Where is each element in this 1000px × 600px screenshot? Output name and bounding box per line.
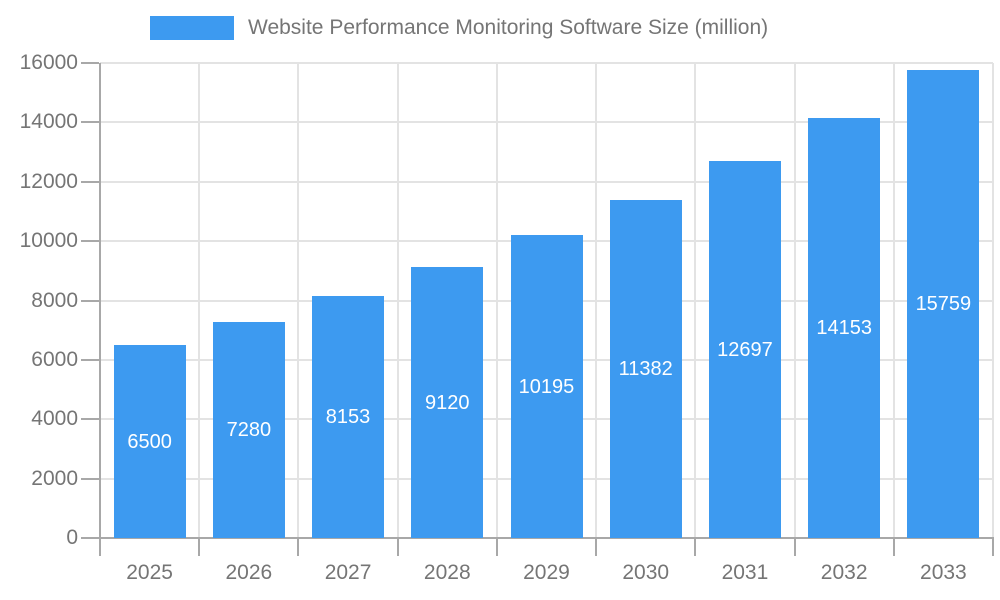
y-axis-tick [81, 180, 99, 183]
x-axis-tick-label: 2025 [126, 561, 173, 584]
x-axis-tick-label: 2028 [423, 561, 471, 584]
h-gridline [100, 62, 993, 64]
x-axis-tick [396, 538, 399, 556]
y-axis-tick-label: 4000 [31, 407, 78, 431]
x-axis-tick [198, 538, 201, 556]
x-axis-line [99, 537, 994, 539]
y-axis-tick-label: 16000 [19, 51, 78, 74]
y-axis-tick-label: 0 [66, 526, 78, 549]
x-axis-tick-label: 2026 [225, 561, 273, 584]
y-axis-tick [81, 62, 99, 64]
bar-2027[interactable] [312, 295, 385, 538]
h-gridline [100, 121, 993, 124]
y-axis-tick [81, 121, 99, 124]
bar-2030[interactable] [609, 200, 682, 538]
legend-item[interactable]: Website Performance Monitoring Software … [150, 16, 768, 40]
bar-2032[interactable] [808, 117, 881, 538]
x-axis-tick-label: 2030 [622, 561, 670, 584]
x-axis-tick [99, 538, 101, 556]
x-axis-tick-label: 2031 [721, 561, 769, 584]
bar-value-label: 11382 [618, 358, 673, 381]
bar-2028[interactable] [411, 267, 484, 538]
h-gridline [100, 180, 993, 183]
x-axis-tick [892, 538, 895, 556]
bar-2025[interactable] [113, 345, 186, 538]
bar-value-label: 9120 [425, 391, 470, 414]
x-axis-tick-label: 2032 [820, 561, 868, 584]
x-axis-tick-label: 2033 [920, 561, 967, 584]
bar-value-label: 10195 [518, 375, 575, 398]
bar-2029[interactable] [510, 235, 583, 538]
x-axis-tick [992, 538, 994, 556]
y-axis-tick-label: 2000 [31, 466, 78, 490]
y-axis-tick [81, 358, 99, 361]
y-axis-tick-label: 6000 [31, 347, 78, 371]
y-axis-tick [81, 477, 99, 480]
x-axis-tick [595, 538, 598, 556]
bar-value-label: 15759 [915, 293, 972, 316]
bar-value-label: 12697 [717, 338, 773, 361]
bar-value-label: 8153 [325, 405, 371, 428]
y-axis-tick [81, 418, 99, 421]
x-axis-tick [297, 538, 300, 556]
v-gridline [992, 63, 994, 538]
legend-swatch-icon [150, 16, 234, 40]
y-axis-tick-label: 8000 [31, 288, 78, 312]
y-axis-tick-label: 14000 [19, 110, 78, 134]
y-axis-line [99, 63, 101, 540]
y-axis-tick-label: 10000 [19, 229, 78, 253]
bar-value-label: 6500 [127, 430, 172, 453]
x-axis-tick-label: 2029 [523, 561, 570, 584]
x-axis-tick [793, 538, 796, 556]
x-axis-tick [495, 538, 498, 556]
legend-label: Website Performance Monitoring Software … [248, 16, 769, 39]
x-axis-tick [694, 538, 697, 556]
y-axis-tick [81, 299, 99, 302]
x-axis-tick-label: 2027 [324, 561, 372, 584]
y-axis-tick [81, 537, 99, 539]
bar-2026[interactable] [212, 321, 285, 538]
bar-value-label: 7280 [226, 418, 272, 441]
bar-2031[interactable] [708, 161, 781, 538]
bar-2033[interactable] [907, 70, 980, 538]
y-axis-tick [81, 240, 99, 243]
y-axis-tick-label: 12000 [19, 169, 78, 193]
bar-value-label: 14153 [816, 316, 872, 339]
